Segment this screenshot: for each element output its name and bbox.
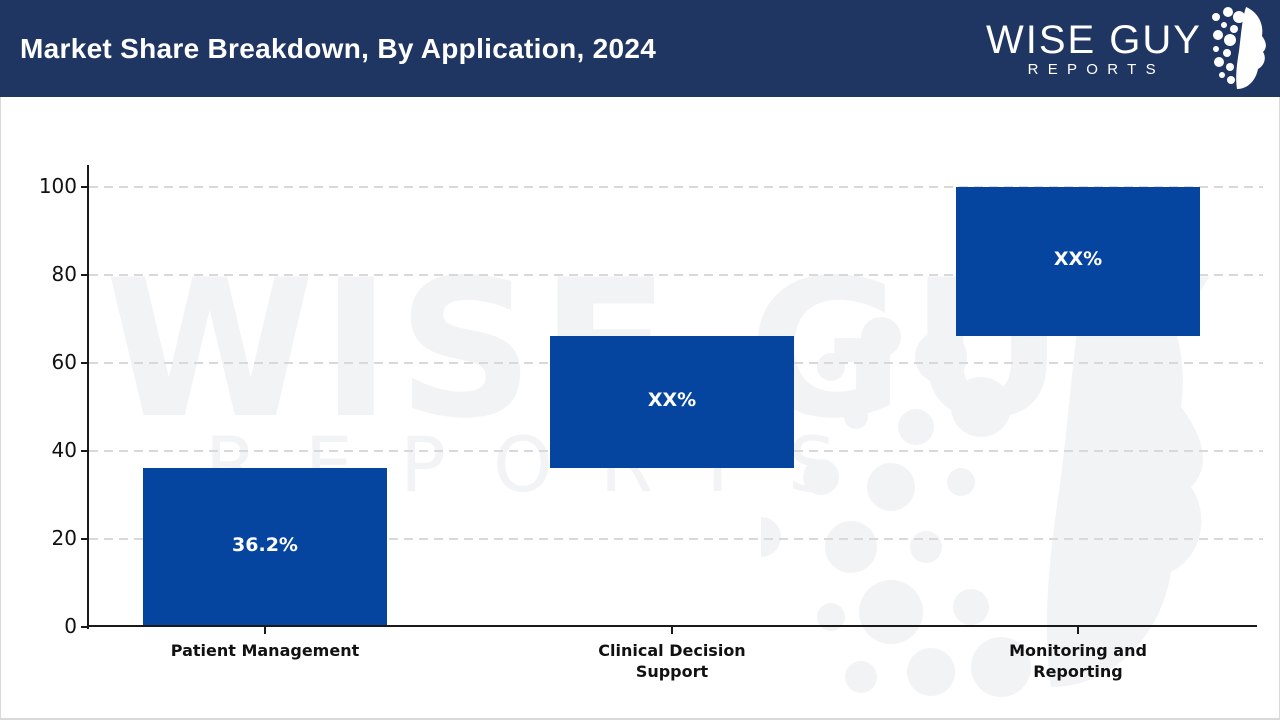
gridline-80 bbox=[89, 274, 1263, 276]
y-tick-mark-40 bbox=[81, 450, 88, 452]
header: Market Share Breakdown, By Application, … bbox=[0, 0, 1280, 97]
watermark-face-icon bbox=[761, 237, 1203, 697]
x-category-label-line: Monitoring and bbox=[1009, 641, 1147, 660]
x-tick-mark-2 bbox=[1077, 627, 1079, 634]
bar-clinical-decision-support bbox=[550, 335, 794, 468]
x-category-label-line: Reporting bbox=[1033, 662, 1123, 681]
y-tick-label-80: 80 bbox=[51, 262, 77, 286]
bar-monitoring-and-reporting bbox=[956, 187, 1200, 336]
gridline-100 bbox=[89, 186, 1263, 188]
y-tick-label-60: 60 bbox=[51, 350, 77, 374]
y-tick-mark-100 bbox=[81, 186, 88, 188]
logo-text: WISE GUY REPORTS bbox=[986, 20, 1202, 77]
y-tick-mark-80 bbox=[81, 274, 88, 276]
brand-logo: WISE GUY REPORTS bbox=[986, 5, 1270, 93]
x-tick-mark-0 bbox=[264, 627, 266, 634]
x-category-label: Monitoring and Reporting bbox=[928, 640, 1228, 682]
x-category-label: Clinical Decision Support bbox=[522, 640, 822, 682]
y-tick-label-0: 0 bbox=[64, 614, 77, 638]
page-title: Market Share Breakdown, By Application, … bbox=[20, 32, 657, 64]
logo-wordmark: WISE GUY bbox=[985, 18, 1202, 62]
y-tick-label-40: 40 bbox=[51, 438, 77, 462]
x-category-label: Patient Management bbox=[115, 640, 415, 661]
y-tick-mark-20 bbox=[81, 538, 88, 540]
chart-area: WISE GUY REPORTS 0 20 40 60 80 100 36.2% XX% XX%… bbox=[0, 97, 1280, 720]
header-background bbox=[0, 0, 1280, 97]
bar-value-label: 36.2% bbox=[232, 534, 298, 557]
logo-face-icon bbox=[1212, 6, 1266, 89]
y-tick-mark-60 bbox=[81, 362, 88, 364]
y-tick-label-100: 100 bbox=[38, 174, 77, 198]
x-category-label-line: Support bbox=[635, 662, 709, 681]
y-tick-label-20: 20 bbox=[51, 526, 77, 550]
bar-patient-management bbox=[143, 467, 387, 627]
bar-value-label: XX% bbox=[647, 388, 697, 411]
y-axis-line bbox=[87, 165, 89, 629]
bar-value-label: XX% bbox=[1053, 248, 1103, 271]
gridline-20 bbox=[89, 538, 1263, 540]
logo-tagline: REPORTS bbox=[1027, 61, 1165, 78]
y-tick-mark-0 bbox=[81, 626, 88, 628]
x-axis-line bbox=[87, 625, 1257, 627]
x-category-label-line: Clinical Decision bbox=[598, 641, 746, 660]
x-category-label-line: Patient Management bbox=[170, 641, 360, 660]
x-tick-mark-1 bbox=[671, 627, 673, 634]
